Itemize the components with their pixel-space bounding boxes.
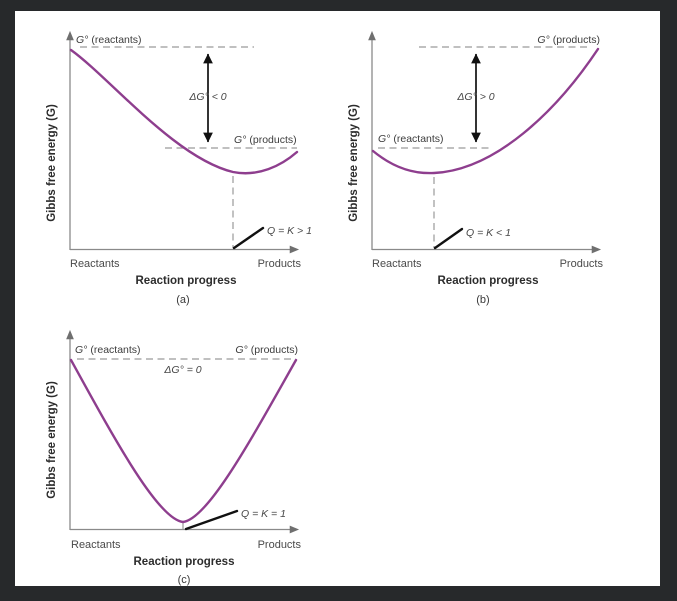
panel-b-q-label: Q = K < 1: [466, 227, 511, 239]
panel-c-right-level-label: G° (products): [235, 344, 298, 356]
panel-b-upper-level-label: G° (products): [537, 34, 600, 46]
panel-a-q-pointer-line: [232, 226, 265, 250]
panel-a-products-axis-label: Products: [258, 258, 302, 270]
panel-a-upper-level-label: G° (reactants): [76, 34, 142, 46]
panel-a-free-energy-curve: [69, 48, 299, 175]
panel-c-left-level-label: G° (reactants): [75, 344, 141, 356]
panel-a-lower-level-label: G° (products): [234, 134, 297, 146]
panel-b-reactants-axis-label: Reactants: [372, 258, 422, 270]
panel-c-x-axis-title: Reaction progress: [134, 556, 235, 568]
panel-b-y-axis-title: Gibbs free energy (G): [348, 104, 360, 222]
panel-c-delta-g-label: ΔG° = 0: [163, 364, 201, 376]
panel-b-free-energy-curve: [371, 47, 600, 175]
figure-canvas: G° (reactants) G° (products) ΔG° < 0 Q = K…: [15, 11, 660, 586]
panel-a-reactants-axis-label: Reactants: [70, 258, 120, 270]
panel-a: G° (reactants) G° (products) ΔG° < 0 Q = K…: [46, 30, 312, 306]
panel-c-y-axis-title: Gibbs free energy (G): [46, 381, 58, 499]
panel-b-delta-g-label: ΔG° > 0: [456, 91, 494, 103]
panel-b-caption: (b): [476, 294, 489, 306]
panel-a-caption: (a): [176, 294, 189, 306]
panel-c-q-label: Q = K = 1: [241, 508, 286, 520]
panel-b-lower-level-label: G° (reactants): [378, 133, 444, 145]
panel-c: G° (reactants) G° (products) ΔG° = 0 Q = K…: [46, 329, 302, 586]
panel-c-free-energy-curve: [69, 358, 298, 524]
panel-a-x-axis-title: Reaction progress: [136, 275, 237, 287]
panel-b-q-pointer-line: [433, 227, 464, 250]
panel-a-y-axis-title: Gibbs free energy (G): [46, 104, 58, 222]
panel-c-reactants-axis-label: Reactants: [71, 539, 121, 551]
panel-c-products-axis-label: Products: [258, 539, 302, 551]
panel-c-q-pointer-line: [184, 509, 239, 531]
panel-b: G° (products) G° (reactants) ΔG° > 0 Q = K…: [348, 30, 604, 306]
panel-a-q-label: Q = K > 1: [267, 225, 312, 237]
figure-svg: G° (reactants) G° (products) ΔG° < 0 Q = K…: [46, 30, 604, 586]
panel-b-x-axis-title: Reaction progress: [438, 275, 539, 287]
panel-c-caption: (c): [178, 574, 191, 586]
panel-b-products-axis-label: Products: [560, 258, 604, 270]
panel-a-delta-g-label: ΔG° < 0: [188, 91, 226, 103]
